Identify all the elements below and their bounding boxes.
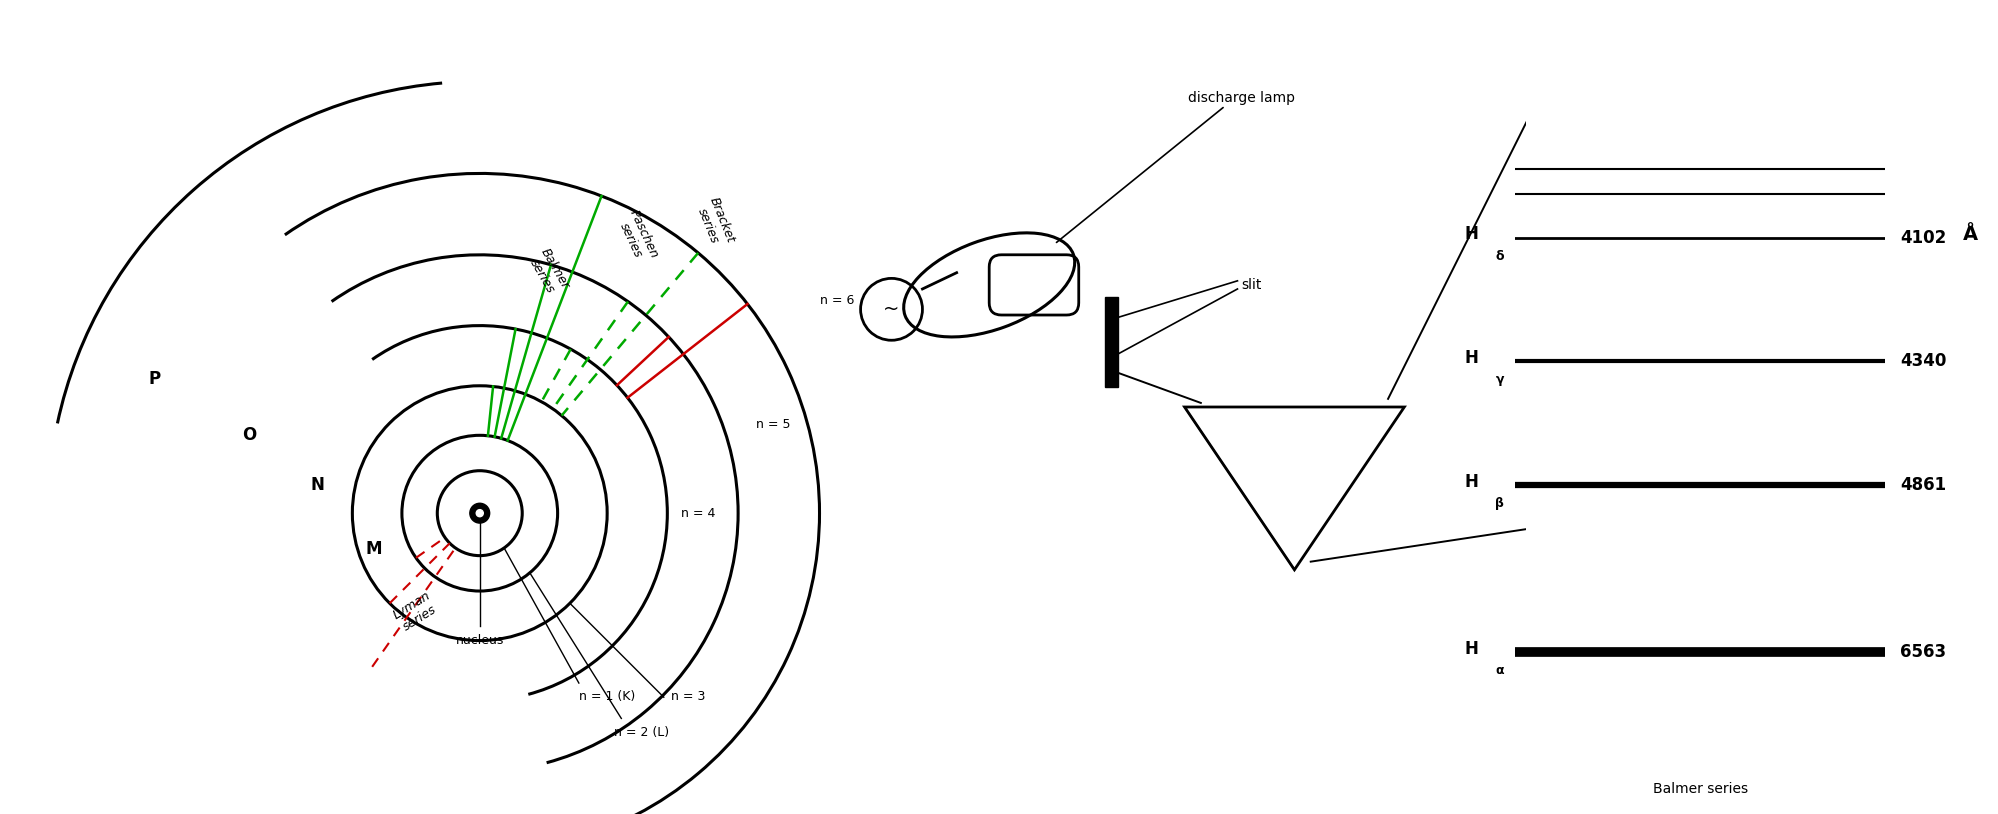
Text: H: H — [1465, 349, 1477, 367]
Text: Bracket
series: Bracket series — [693, 195, 737, 251]
Text: n = 6: n = 6 — [819, 295, 853, 308]
Text: Lyman
series: Lyman series — [392, 589, 442, 635]
Text: discharge lamp: discharge lamp — [1187, 90, 1295, 105]
Text: n = 5: n = 5 — [755, 418, 789, 431]
Text: Paschen
series: Paschen series — [613, 208, 661, 267]
Text: Balmer
series: Balmer series — [525, 246, 571, 299]
Text: P: P — [148, 370, 160, 387]
Text: α: α — [1495, 664, 1502, 677]
Text: δ: δ — [1495, 250, 1502, 263]
Text: β: β — [1495, 497, 1502, 510]
Text: Å: Å — [1962, 225, 1976, 244]
Text: O: O — [242, 427, 256, 444]
Text: nucleus: nucleus — [456, 633, 503, 646]
Circle shape — [470, 503, 490, 523]
Text: H: H — [1465, 225, 1477, 243]
Text: H: H — [1465, 640, 1477, 658]
Text: 6563: 6563 — [1898, 643, 1944, 661]
Text: n = 1 (K): n = 1 (K) — [579, 690, 635, 703]
Text: n = 3: n = 3 — [671, 690, 705, 703]
Text: slit: slit — [1241, 278, 1261, 292]
Bar — [1105, 297, 1117, 387]
Text: γ: γ — [1495, 374, 1502, 387]
Text: n = 2 (L): n = 2 (L) — [613, 725, 669, 738]
Circle shape — [476, 510, 484, 517]
Text: M: M — [366, 540, 382, 558]
Text: 4861: 4861 — [1898, 476, 1944, 494]
Text: H: H — [1465, 473, 1477, 491]
Text: 4340: 4340 — [1898, 352, 1946, 370]
Text: ~: ~ — [883, 300, 899, 319]
Text: 4102: 4102 — [1898, 229, 1946, 247]
Text: N: N — [310, 476, 324, 494]
Text: Balmer series: Balmer series — [1652, 782, 1746, 796]
Text: n = 4: n = 4 — [681, 506, 715, 519]
